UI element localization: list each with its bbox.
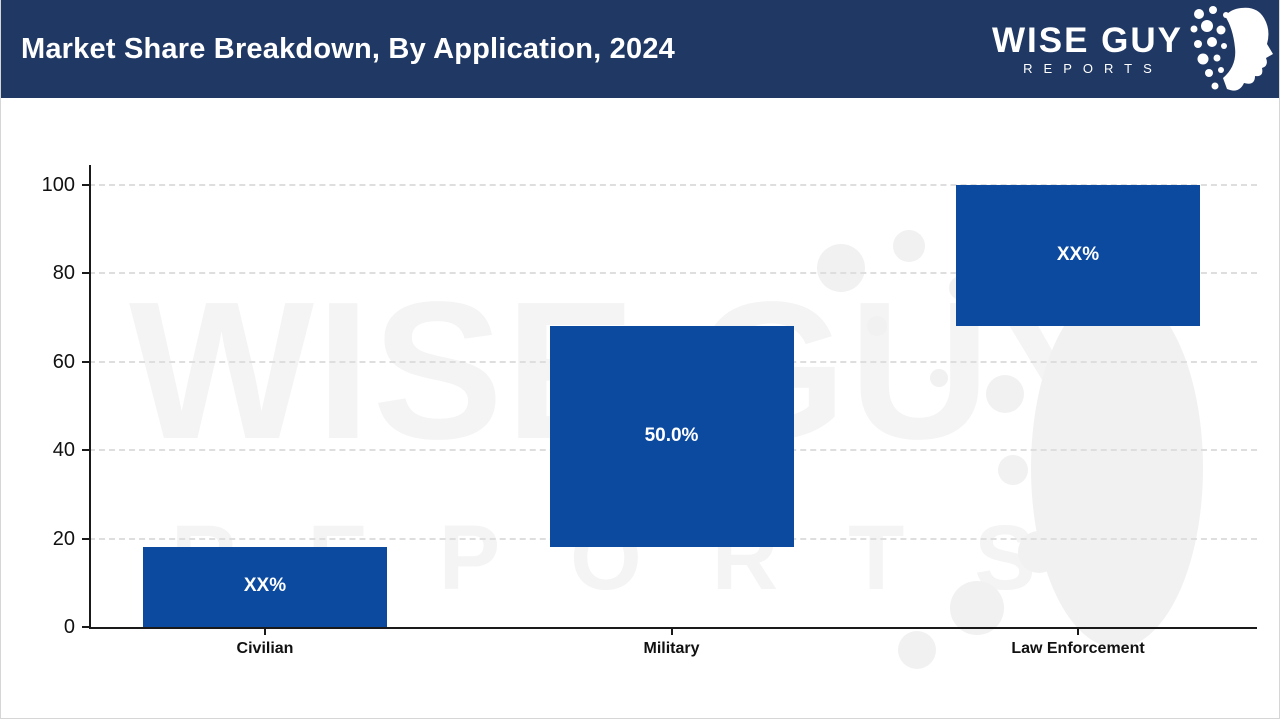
header: Market Share Breakdown, By Application, … — [1, 0, 1279, 98]
logo-subtitle: REPORTS — [1023, 61, 1163, 76]
bar-law-enforcement — [956, 185, 1200, 327]
y-tick-20 — [82, 537, 89, 540]
bar-value-label: XX% — [1056, 243, 1100, 265]
y-tick-label-20: 20 — [52, 527, 75, 550]
y-axis-spine — [89, 165, 91, 629]
bar-civilian — [143, 547, 387, 627]
y-tick-80 — [82, 272, 89, 275]
y-tick-label-40: 40 — [52, 439, 75, 462]
x-axis-spine — [89, 627, 1257, 629]
bar-value-label: XX% — [243, 575, 287, 597]
y-tick-100 — [82, 184, 89, 186]
bar-military — [549, 326, 794, 548]
chart-area: WISE GUY REPORTS 0 20 40 60 80 100 XX% Civilian… — [1, 98, 1279, 718]
logo-wordmark: WISE GUY — [991, 21, 1183, 60]
chart-title: Market Share Breakdown, By Application, … — [21, 32, 675, 65]
x-tick-label: Military — [643, 640, 700, 657]
y-tick-label-60: 60 — [52, 350, 75, 373]
gridline-80 — [89, 272, 1257, 275]
bar-value-label: 50.0% — [644, 424, 699, 446]
gridline-100 — [89, 184, 1257, 186]
x-tick-0 — [264, 628, 266, 635]
logo-text: WISE GUY REPORTS — [992, 23, 1183, 75]
logo-head-profile-icon — [1190, 6, 1273, 91]
x-tick-1 — [670, 628, 673, 635]
x-tick-label: Civilian — [236, 640, 294, 657]
wise-guy-reports-logo: WISE GUY REPORTS — [992, 2, 1279, 96]
y-tick-40 — [82, 449, 89, 452]
y-tick-0 — [82, 626, 89, 628]
y-tick-label-100: 100 — [41, 174, 75, 196]
x-tick-2 — [1077, 628, 1079, 635]
x-tick-label: Law Enforcement — [1011, 640, 1145, 657]
y-tick-60 — [82, 360, 89, 363]
y-tick-label-0: 0 — [63, 616, 75, 638]
y-tick-label-80: 80 — [52, 262, 75, 285]
